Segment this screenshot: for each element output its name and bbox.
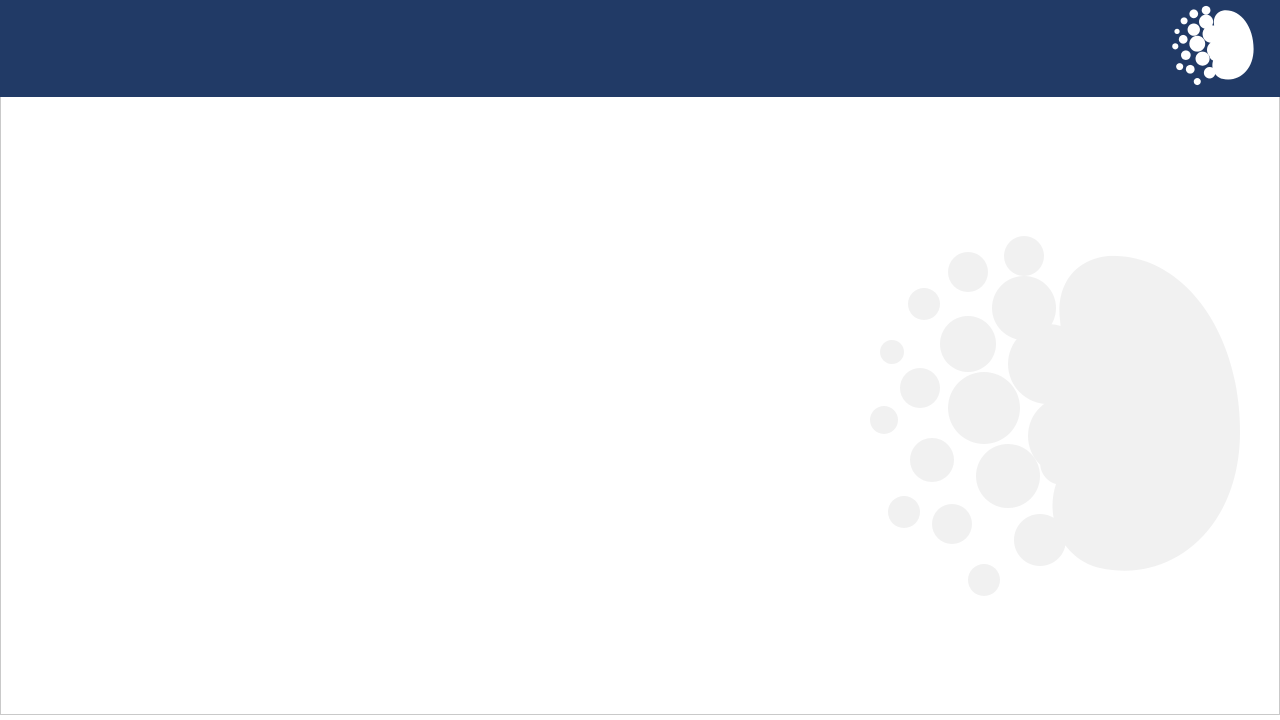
header-bar xyxy=(0,0,1280,97)
plot-area xyxy=(0,97,1280,715)
logo xyxy=(1006,0,1266,97)
logo-face-dots-icon xyxy=(1172,5,1254,86)
watermark-face-dots-icon xyxy=(870,236,1240,596)
